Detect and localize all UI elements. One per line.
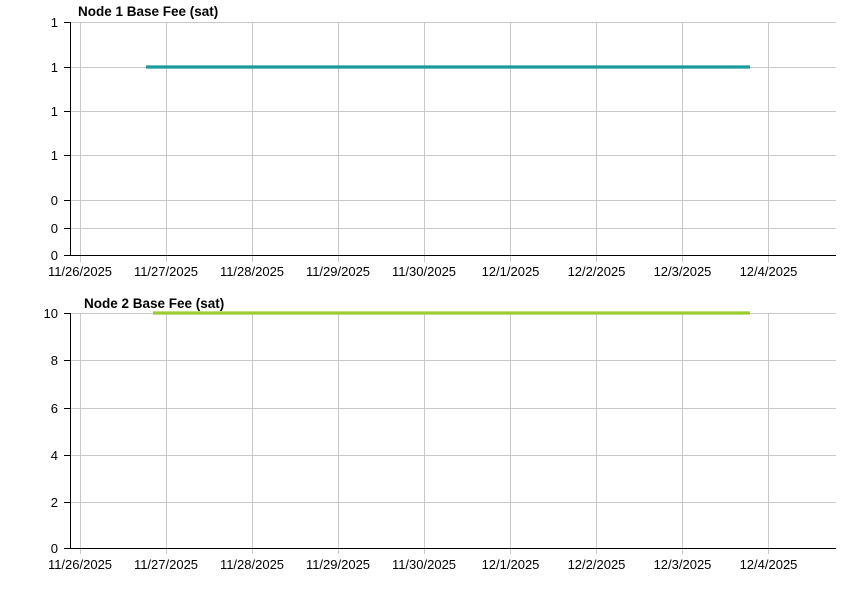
x-tick-label: 11/26/2025 <box>47 557 113 572</box>
plot-area-node-2 <box>64 311 836 554</box>
vertical-gridlines-node-2 <box>80 313 769 554</box>
horizontal-gridlines-node-1 <box>70 22 836 229</box>
x-tick-label: 11/27/2025 <box>133 264 199 279</box>
x-tick-label: 11/30/2025 <box>391 264 457 279</box>
y-tick-label: 6 <box>50 401 58 416</box>
y-tick-label: 0 <box>50 221 58 236</box>
x-tick-label: 12/3/2025 <box>653 264 712 279</box>
y-tick-label: 0 <box>50 248 58 263</box>
x-tick-label: 12/3/2025 <box>653 557 712 572</box>
y-tick-label: 0 <box>50 541 58 556</box>
chart-panel-node-2: Node 2 Base Fee (sat) <box>0 292 860 600</box>
chart-title-node-2: Node 2 Base Fee (sat) <box>84 296 225 311</box>
horizontal-gridlines-node-2 <box>70 313 836 503</box>
x-tick-label: 12/4/2025 <box>739 264 798 279</box>
y-axis-node-1 <box>64 21 72 257</box>
x-tick-label: 11/28/2025 <box>219 557 285 572</box>
x-tick-label: 11/29/2025 <box>305 557 371 572</box>
x-tick-label: 12/2/2025 <box>567 264 626 279</box>
y-tick-label: 2 <box>50 495 58 510</box>
y-tick-label: 1 <box>50 15 58 30</box>
chart-title-node-1: Node 1 Base Fee (sat) <box>78 4 219 19</box>
y-tick-label: 8 <box>50 353 58 368</box>
y-tick-label: 4 <box>50 448 58 463</box>
x-tick-label: 11/27/2025 <box>133 557 199 572</box>
x-tick-label: 12/1/2025 <box>481 557 540 572</box>
x-tick-label: 11/30/2025 <box>391 557 457 572</box>
plot-area-node-1 <box>64 21 836 262</box>
x-tick-label: 12/4/2025 <box>739 557 798 572</box>
x-tick-label: 12/2/2025 <box>567 557 626 572</box>
y-tick-label: 1 <box>50 60 58 75</box>
y-axis-node-2 <box>64 312 72 550</box>
x-tick-label: 11/28/2025 <box>219 264 285 279</box>
x-tick-label: 11/26/2025 <box>47 264 113 279</box>
y-tick-label: 0 <box>50 193 58 208</box>
y-tick-label: 1 <box>50 148 58 163</box>
y-tick-label: 10 <box>43 306 58 321</box>
x-tick-label: 12/1/2025 <box>481 264 540 279</box>
vertical-gridlines-node-1 <box>80 22 769 262</box>
chart-panel-node-1: Node 1 Base Fee (sat) <box>0 0 860 292</box>
y-tick-label: 1 <box>50 104 58 119</box>
x-tick-label: 11/29/2025 <box>305 264 371 279</box>
